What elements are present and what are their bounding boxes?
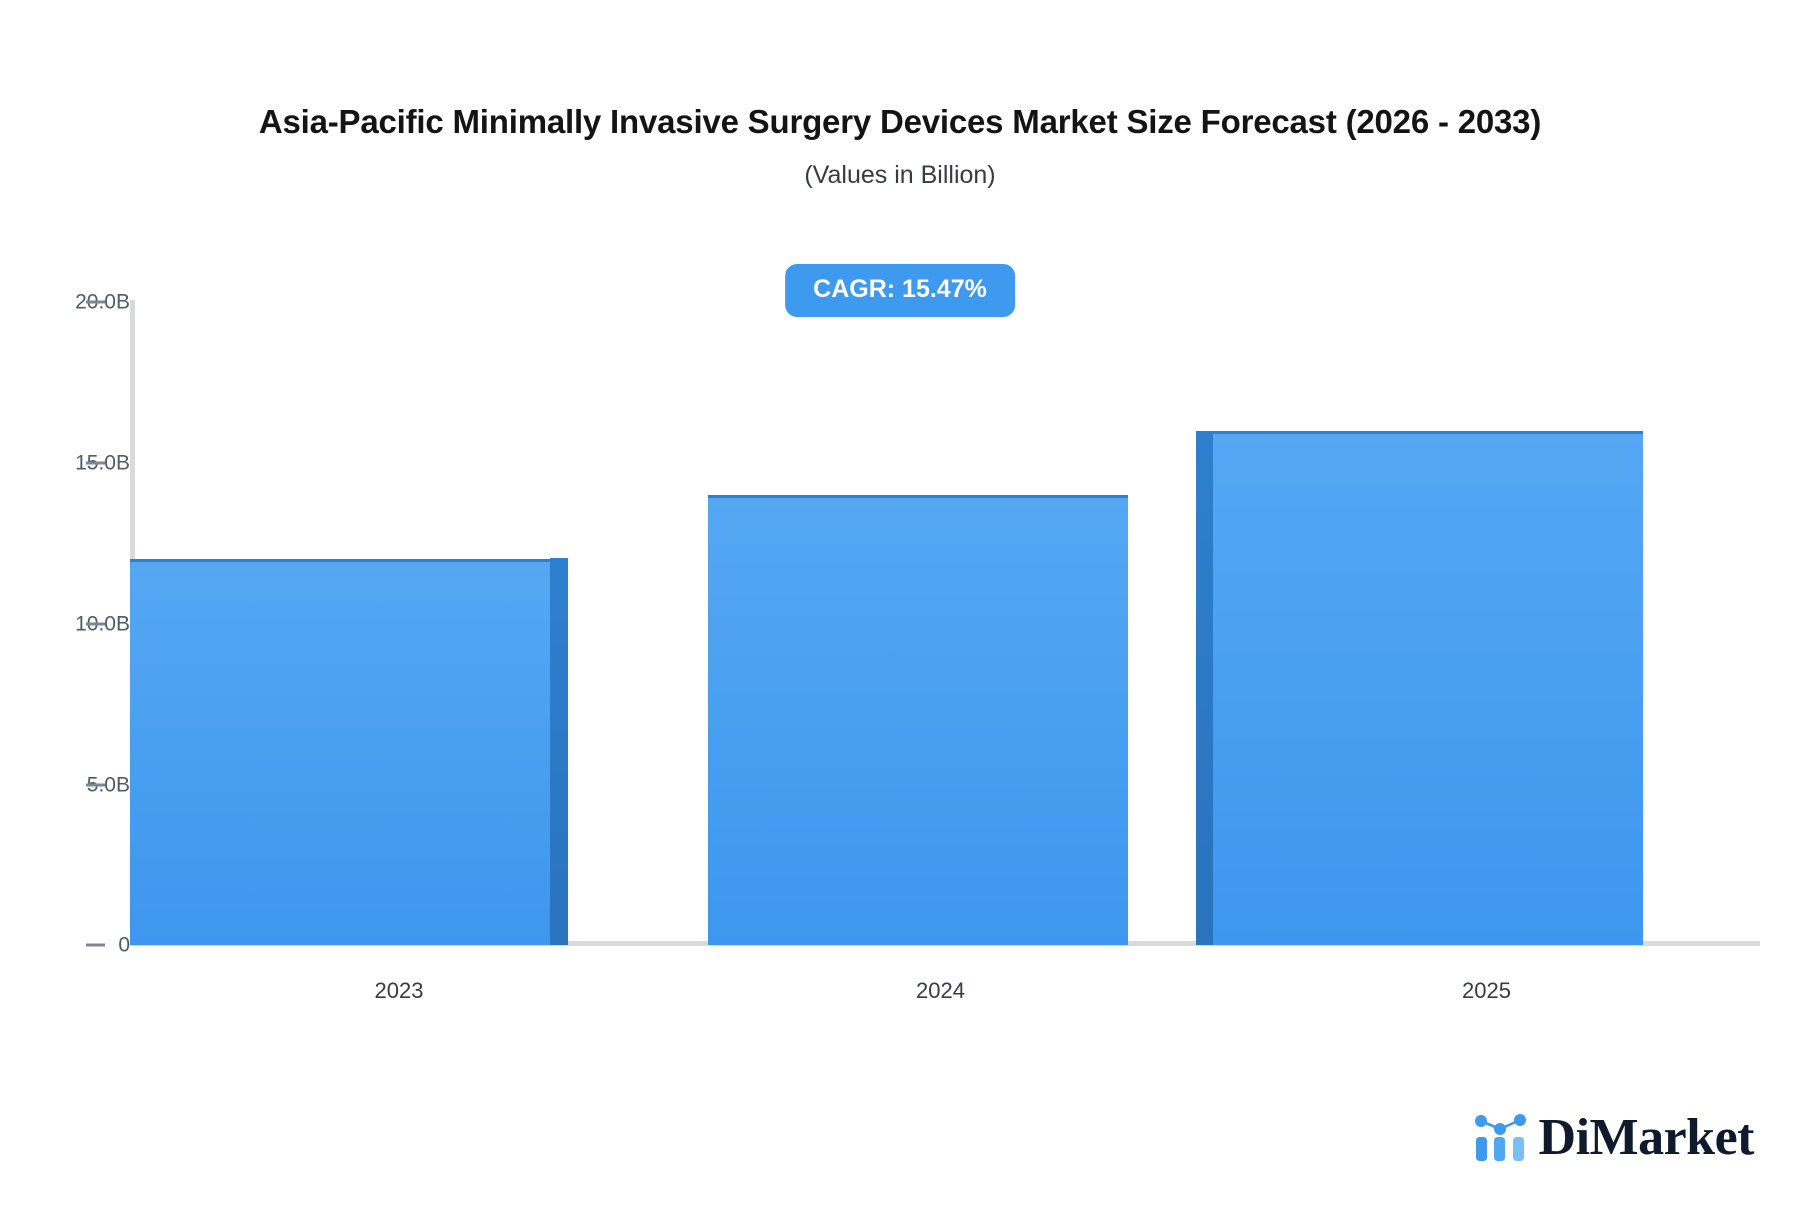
- y-tick-mark-0: [86, 943, 105, 947]
- x-axis-label-2025: 2025: [1462, 978, 1511, 1003]
- chart-subtitle: (Values in Billion): [804, 160, 996, 189]
- bar-group-2024[interactable]: 14.00 B 2024: [668, 0, 1213, 1212]
- x-axis-label-2023: 2023: [374, 978, 424, 1003]
- bar-2025-top-bevel: [1196, 431, 1214, 445]
- y-tick-label-0: 0: [118, 933, 130, 957]
- brand-logo: DiMarket: [1473, 1109, 1755, 1166]
- bars-layer: 12.00 B 2023 14.00 B 2024 16.00 B 2025: [130, 0, 1760, 1212]
- y-tick-mark-5: [86, 783, 105, 787]
- bar-2023-top-bevel: [550, 558, 568, 572]
- bar-2025-side-face: [1196, 445, 1214, 945]
- y-tick-label-10: 10.0B: [75, 612, 130, 636]
- y-tick-label-15: 15.0B: [75, 451, 130, 475]
- bar-group-2025[interactable]: 16.00 B 2025: [1196, 0, 1760, 1212]
- y-tick-mark-15: [86, 461, 105, 465]
- cagr-badge: CAGR: 15.47%: [785, 264, 1015, 317]
- bar-2023-side-face: [550, 572, 568, 945]
- x-axis-label-2024: 2024: [916, 978, 965, 1003]
- bar-2025[interactable]: [1213, 431, 1643, 945]
- bar-2024[interactable]: [708, 495, 1128, 945]
- bar-2023[interactable]: [130, 559, 550, 945]
- chart-title: Asia-Pacific Minimally Invasive Surgery …: [258, 103, 1542, 140]
- y-tick-mark-20: [86, 300, 105, 304]
- brand-name: DiMarket: [1538, 1109, 1755, 1166]
- y-tick-label-5: 5.0B: [86, 773, 130, 797]
- bar-group-2023[interactable]: 12.00 B 2023: [130, 0, 668, 1212]
- bar-chart-icon: [1474, 1114, 1526, 1161]
- y-tick-label-20: 20.0B: [75, 290, 130, 314]
- y-tick-mark-10: [86, 622, 105, 626]
- chart-header: Asia-Pacific Minimally Invasive Surgery …: [140, 100, 1660, 190]
